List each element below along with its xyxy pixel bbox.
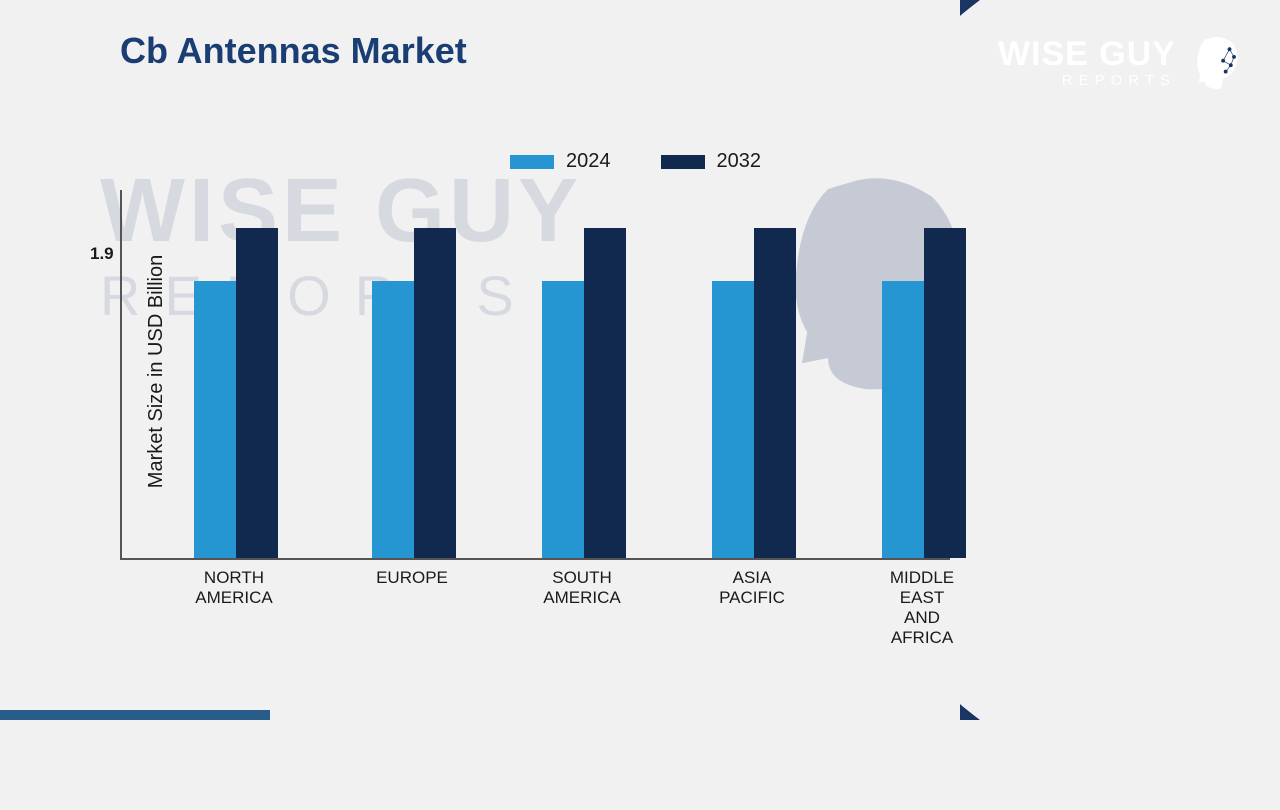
bar-2024 xyxy=(882,281,924,558)
bar-2024 xyxy=(542,281,584,558)
logo-main: WISE GUY xyxy=(998,37,1176,71)
x-axis-label: MIDDLEEASTANDAFRICA xyxy=(862,568,982,648)
legend-label-2024: 2024 xyxy=(566,150,611,173)
y-tick-label: 1.9 xyxy=(90,244,114,264)
bar-group xyxy=(882,228,966,558)
chart-title: Cb Antennas Market xyxy=(120,30,467,72)
chart-area: Market Size in USD Billion 2024 2032 1.9… xyxy=(60,160,960,680)
bar-group xyxy=(372,228,456,558)
bar-2032 xyxy=(924,228,966,558)
bar-2032 xyxy=(754,228,796,558)
bar-group xyxy=(712,228,796,558)
x-axis-label: ASIAPACIFIC xyxy=(692,568,812,608)
legend-label-2032: 2032 xyxy=(717,150,762,173)
bottom-accent-bar xyxy=(0,710,270,720)
bar-2032 xyxy=(584,228,626,558)
legend-item-2032: 2032 xyxy=(661,150,762,173)
bar-2032 xyxy=(236,228,278,558)
legend-swatch-2024 xyxy=(510,155,554,169)
x-axis-label: EUROPE xyxy=(352,568,472,588)
logo-head-icon xyxy=(1186,30,1250,94)
legend: 2024 2032 xyxy=(510,150,761,173)
bar-2024 xyxy=(194,281,236,558)
bar-group xyxy=(194,228,278,558)
bar-2024 xyxy=(372,281,414,558)
logo-text: WISE GUY REPORTS xyxy=(998,37,1176,88)
legend-item-2024: 2024 xyxy=(510,150,611,173)
logo: WISE GUY REPORTS xyxy=(998,30,1250,94)
bar-group xyxy=(542,228,626,558)
bar-2032 xyxy=(414,228,456,558)
logo-sub: REPORTS xyxy=(1062,73,1176,88)
bar-2024 xyxy=(712,281,754,558)
plot-area xyxy=(120,190,950,560)
x-axis-label: NORTHAMERICA xyxy=(174,568,294,608)
x-axis-label: SOUTHAMERICA xyxy=(522,568,642,608)
legend-swatch-2032 xyxy=(661,155,705,169)
